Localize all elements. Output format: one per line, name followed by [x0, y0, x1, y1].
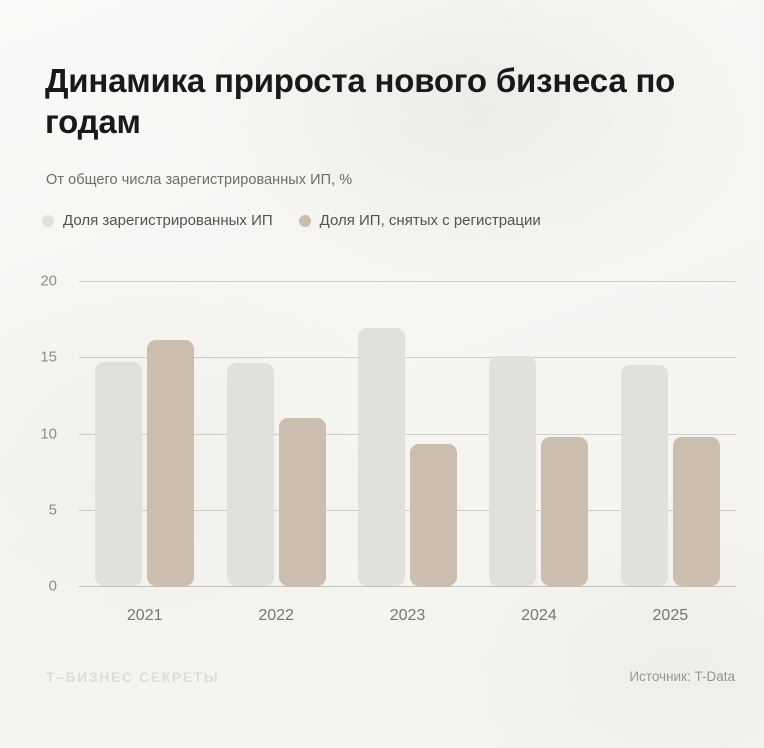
bar[interactable] — [278, 418, 326, 586]
bar-group: 2023 — [342, 281, 473, 624]
bar[interactable] — [95, 361, 143, 586]
gridline-0: 0 — [49, 578, 736, 595]
bar-group: 2021 — [79, 281, 210, 624]
bar-groups: 2021 2022 2023 2024 2025 — [79, 281, 736, 624]
gridline-10: 10 — [40, 425, 736, 442]
x-axis-tick-label: 2021 — [126, 607, 163, 624]
source-note: Источник: T-Data — [629, 669, 735, 684]
y-axis-tick-label: 15 — [40, 348, 57, 366]
bar[interactable] — [147, 340, 195, 586]
legend-swatch-icon — [298, 214, 311, 227]
legend-label: Доля зарегистрированных ИП — [63, 212, 273, 229]
legend-swatch-icon — [42, 214, 54, 227]
bar[interactable] — [672, 436, 720, 586]
gridline-15: 15 — [40, 349, 736, 366]
x-axis-tick-label: 2024 — [521, 607, 557, 624]
x-axis-tick-label: 2025 — [652, 607, 689, 624]
legend-item-deregistered[interactable]: Доля ИП, снятых с регистрации — [298, 212, 541, 229]
bar[interactable] — [489, 355, 537, 586]
bar-group: 2024 — [473, 281, 604, 624]
bar-group: 2022 — [210, 281, 341, 624]
bar[interactable] — [541, 436, 589, 586]
x-axis-tick-label: 2022 — [258, 607, 294, 624]
y-axis-tick-label: 0 — [48, 577, 57, 595]
bar-group: 2025 — [605, 281, 736, 624]
page-title: Динамика прироста нового бизнеса по года… — [45, 62, 676, 140]
x-axis-tick-label: 2023 — [389, 607, 426, 624]
chart-legend: Доля зарегистрированных ИП Доля ИП, снят… — [42, 212, 541, 229]
brand-watermark: Т–БИЗНЕС СЕКРЕТЫ — [46, 669, 220, 685]
legend-label: Доля ИП, снятых с регистрации — [319, 212, 541, 229]
bar[interactable] — [620, 364, 668, 586]
y-axis-tick-label: 10 — [40, 425, 57, 442]
y-axis-tick-label: 20 — [40, 272, 57, 290]
bar[interactable] — [358, 328, 406, 586]
plot-area: 20 15 10 5 0 2021 2022 2023 2024 2025 — [40, 273, 736, 624]
bar[interactable] — [410, 444, 458, 586]
gridline-20: 20 — [40, 273, 736, 290]
legend-item-registered[interactable]: Доля зарегистрированных ИП — [42, 212, 273, 229]
chart-subtitle: От общего числа зарегистрированных ИП, % — [46, 172, 353, 188]
gridline-5: 5 — [49, 501, 736, 518]
bar[interactable] — [226, 363, 274, 586]
y-axis-tick-label: 5 — [48, 501, 57, 519]
